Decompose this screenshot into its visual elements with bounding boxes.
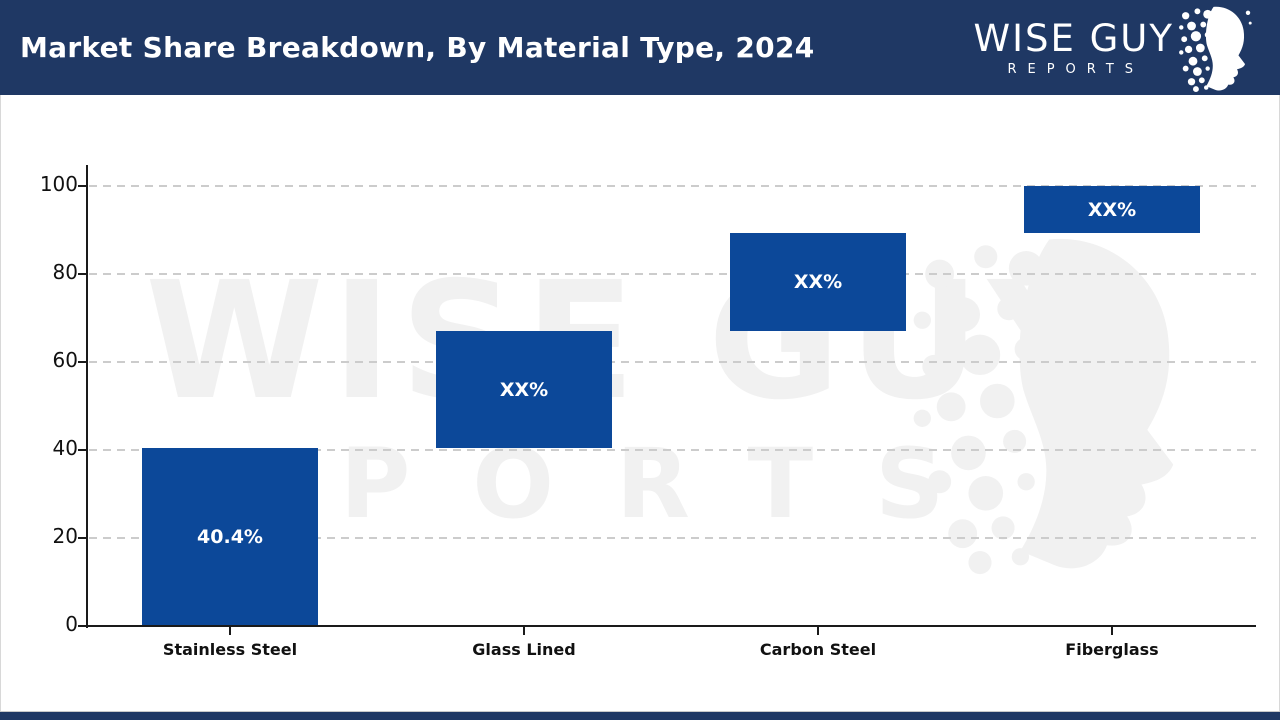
- bar-value-label: XX%: [1087, 198, 1137, 221]
- y-tick-label-20: 20: [52, 524, 78, 548]
- logo-text: WISE GUY REPORTS: [974, 20, 1174, 76]
- bar-glass-lined: XX%: [436, 331, 612, 449]
- x-tick-mark: [817, 627, 819, 635]
- bar-value-label: XX%: [793, 271, 843, 294]
- y-axis-line: [86, 165, 88, 628]
- y-tick-label-100: 100: [39, 172, 78, 196]
- x-tick-label-fiberglass: Fiberglass: [1065, 640, 1159, 659]
- y-tick-label-40: 40: [52, 436, 78, 460]
- x-tick-label-stainless-steel: Stainless Steel: [162, 640, 298, 659]
- logo-tagline: REPORTS: [1007, 61, 1145, 77]
- gridline-80: [89, 273, 1256, 275]
- bar-value-label: 40.4%: [197, 526, 263, 549]
- gridline-100: [89, 185, 1256, 187]
- gridline-60: [89, 361, 1256, 363]
- logo-name: WISE GUY: [973, 16, 1174, 60]
- gridline-40: [89, 449, 1256, 451]
- bar-fiberglass: XX%: [1024, 186, 1200, 234]
- bar-stainless-steel: 40.4%: [142, 448, 318, 626]
- bar-carbon-steel: XX%: [730, 233, 906, 332]
- y-tick-label-80: 80: [52, 260, 78, 284]
- y-tick-mark: [78, 361, 87, 363]
- x-tick-mark: [229, 627, 231, 635]
- x-tick-mark: [523, 627, 525, 635]
- gridline-20: [89, 537, 1256, 539]
- wise-guy-logo: WISE GUY REPORTS: [974, 4, 1254, 92]
- y-tick-mark: [78, 449, 87, 451]
- chart-title: Market Share Breakdown, By Material Type…: [20, 31, 815, 64]
- y-tick-mark: [78, 625, 87, 627]
- x-axis-line: [86, 625, 1256, 627]
- y-tick-mark: [78, 537, 87, 539]
- footer-bar: [0, 711, 1280, 720]
- dot-face-icon: [1179, 6, 1252, 92]
- x-tick-label-carbon-steel: Carbon Steel: [759, 640, 877, 659]
- y-tick-mark: [78, 185, 87, 187]
- y-tick-label-0: 0: [65, 612, 78, 636]
- x-tick-mark: [1111, 627, 1113, 635]
- y-tick-mark: [78, 273, 87, 275]
- x-tick-label-glass-lined: Glass Lined: [472, 640, 576, 659]
- bar-value-label: XX%: [499, 378, 549, 401]
- watermark-line1: WISE GUY: [145, 248, 1114, 436]
- y-tick-label-60: 60: [52, 348, 78, 372]
- header-bar: Market Share Breakdown, By Material Type…: [0, 0, 1280, 95]
